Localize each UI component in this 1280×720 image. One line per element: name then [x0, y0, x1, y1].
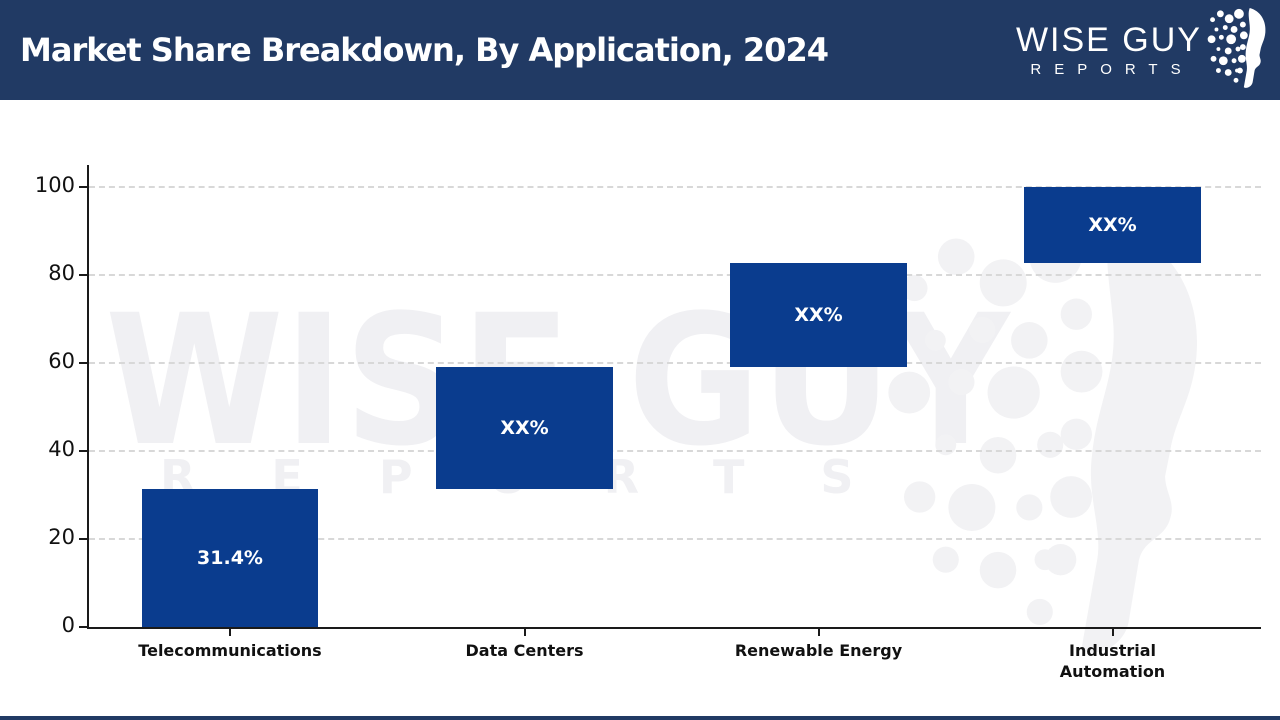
x-axis-tick [523, 629, 526, 636]
logo-wordmark: WISE GUY [1015, 20, 1202, 59]
y-gridline [89, 274, 1261, 276]
y-axis-tick-label: 40 [48, 437, 75, 461]
category-label: Industrial Automation [1059, 641, 1166, 681]
waterfall-bar: 31.4% [141, 488, 319, 627]
y-axis-tick [79, 626, 87, 628]
y-gridline [89, 362, 1261, 364]
x-axis-tick [229, 629, 231, 636]
bar-value-label: XX% [794, 304, 843, 327]
y-axis-tick [79, 186, 87, 188]
y-axis-line [87, 165, 89, 629]
bar-value-label: 31.4% [197, 546, 263, 569]
category-label: Renewable Energy [734, 641, 903, 660]
y-axis-tick [79, 450, 87, 452]
y-axis-tick [79, 538, 87, 540]
x-axis-line [87, 627, 1261, 629]
category-label: Telecommunications [138, 641, 322, 660]
y-axis-tick-label: 60 [48, 349, 75, 373]
footer-bar [0, 716, 1280, 720]
category-label: Data Centers [465, 641, 584, 660]
y-axis-tick-label: 80 [48, 261, 75, 285]
y-axis-tick [79, 274, 87, 276]
x-axis-tick [1111, 629, 1114, 636]
y-gridline [89, 186, 1261, 188]
logo-subtext: REPORTS [1030, 61, 1194, 79]
bar-value-label: XX% [1088, 214, 1137, 237]
header-bar: Market Share Breakdown, By Application, … [0, 0, 1280, 100]
logo-face-icon [1207, 7, 1266, 88]
bar-value-label: XX% [500, 417, 549, 440]
y-axis-tick-label: 20 [48, 525, 75, 549]
y-axis-tick-label: 100 [34, 173, 75, 197]
y-axis-tick [79, 362, 87, 364]
y-gridline [89, 450, 1261, 452]
page-title: Market Share Breakdown, By Application, … [20, 31, 829, 69]
y-axis-tick-label: 0 [61, 613, 75, 637]
wise-guy-logo: WISE GUY REPORTS [1016, 6, 1268, 94]
waterfall-bar: XX% [1024, 187, 1201, 264]
waterfall-bar: XX% [730, 263, 907, 368]
y-gridline [89, 538, 1261, 540]
x-axis-tick [817, 629, 820, 636]
waterfall-bar: XX% [436, 367, 613, 489]
